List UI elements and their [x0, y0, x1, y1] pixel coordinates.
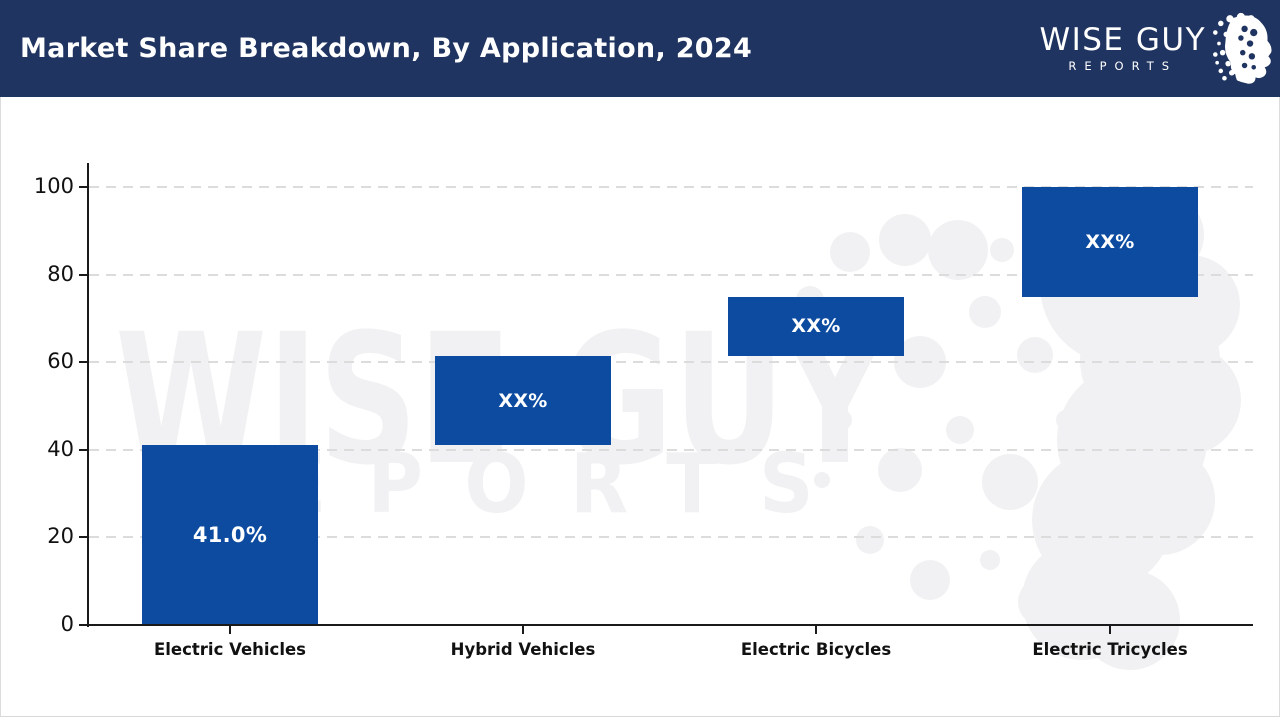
x-tick-label-2: Electric Bicycles	[740, 640, 892, 659]
bar-value-label: XX%	[1085, 230, 1135, 253]
gridline-80	[89, 273, 1253, 276]
y-tick-80	[79, 273, 87, 276]
y-tick-label-80: 80	[47, 261, 74, 286]
wiseguy-logo: WISE GUY REPORTS	[1039, 5, 1272, 92]
page-title: Market Share Breakdown, By Application, …	[20, 33, 753, 64]
x-tick-2	[815, 626, 817, 634]
gridline-20	[89, 536, 1253, 539]
bar-0: 41.0%	[142, 445, 318, 625]
y-tick-label-0: 0	[60, 612, 74, 636]
x-tick-label-1: Hybrid Vehicles	[450, 640, 596, 659]
y-tick-20	[79, 536, 87, 539]
x-tick-1	[522, 626, 524, 634]
x-tick-label-3: Electric Tricycles	[1032, 640, 1188, 659]
gridline-60	[89, 361, 1253, 364]
x-axis-line	[87, 624, 1253, 626]
gridline-40	[89, 448, 1253, 451]
logo-wordmark: WISE GUY	[1039, 22, 1206, 59]
logo-subtitle: REPORTS	[1068, 58, 1178, 73]
y-tick-label-40: 40	[47, 436, 74, 461]
bar-2: XX%	[728, 296, 904, 356]
x-tick-0	[229, 626, 231, 634]
y-tick-0	[79, 624, 87, 626]
chart-plot-area: 0 20 40 60 80 100 41.0% Electric Vehicles XX% Hyb…	[0, 97, 1280, 716]
x-tick-label-0: Electric Vehicles	[153, 640, 306, 659]
header: Market Share Breakdown, By Application, …	[0, 0, 1280, 97]
bar-value-label: XX%	[791, 315, 841, 338]
y-tick-label-60: 60	[47, 349, 74, 374]
bar-value-label: 41.0%	[192, 523, 268, 548]
y-tick-label-100: 100	[33, 174, 74, 198]
logo-face-icon	[1213, 12, 1272, 84]
y-axis-line	[87, 163, 89, 627]
bar-1: XX%	[435, 355, 611, 446]
y-tick-60	[79, 361, 87, 364]
y-tick-100	[79, 186, 87, 188]
gridline-100	[89, 186, 1253, 188]
y-tick-40	[79, 448, 87, 451]
bar-3: XX%	[1022, 187, 1198, 297]
x-tick-3	[1109, 626, 1111, 634]
bar-value-label: XX%	[498, 389, 548, 412]
y-tick-label-20: 20	[47, 524, 74, 549]
logo-text: WISE GUY REPORTS	[1039, 24, 1206, 73]
bottom-rule	[0, 716, 1280, 717]
